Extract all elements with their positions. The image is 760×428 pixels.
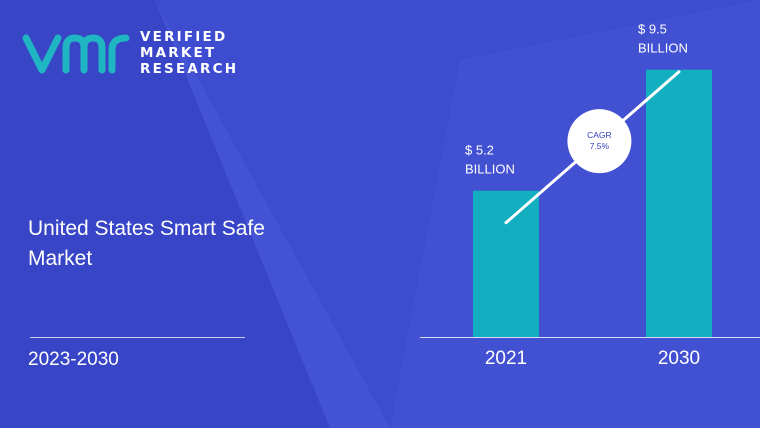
brand-name: VERIFIED MARKET RESEARCH bbox=[140, 29, 238, 77]
bar-2021 bbox=[473, 190, 539, 337]
vmr-logo-icon bbox=[22, 34, 130, 74]
brand-line: VERIFIED bbox=[140, 29, 228, 45]
cagr-label: CAGR bbox=[587, 130, 612, 140]
cagr-badge bbox=[567, 109, 632, 174]
report-title: United States Smart Safe Market bbox=[28, 217, 265, 270]
cagr-label: 7.5% bbox=[590, 141, 610, 151]
title-divider bbox=[30, 337, 245, 338]
brand-line: MARKET bbox=[140, 45, 217, 61]
bar-2030 bbox=[646, 69, 712, 337]
data-label: $ 5.2 bbox=[465, 143, 494, 158]
data-label: $ 9.5 bbox=[638, 22, 667, 37]
x-tick-label: 2030 bbox=[658, 348, 700, 369]
brand-line: RESEARCH bbox=[140, 61, 239, 77]
forecast-period: 2023-2030 bbox=[28, 349, 119, 370]
x-tick-label: 2021 bbox=[485, 348, 527, 369]
data-label: BILLION bbox=[465, 162, 515, 177]
data-label: BILLION bbox=[638, 41, 688, 56]
bars-layer bbox=[473, 69, 712, 337]
labels-layer: 2021 $ 5.2 BILLION 2030 $ 9.5 BILLION bbox=[465, 22, 700, 369]
